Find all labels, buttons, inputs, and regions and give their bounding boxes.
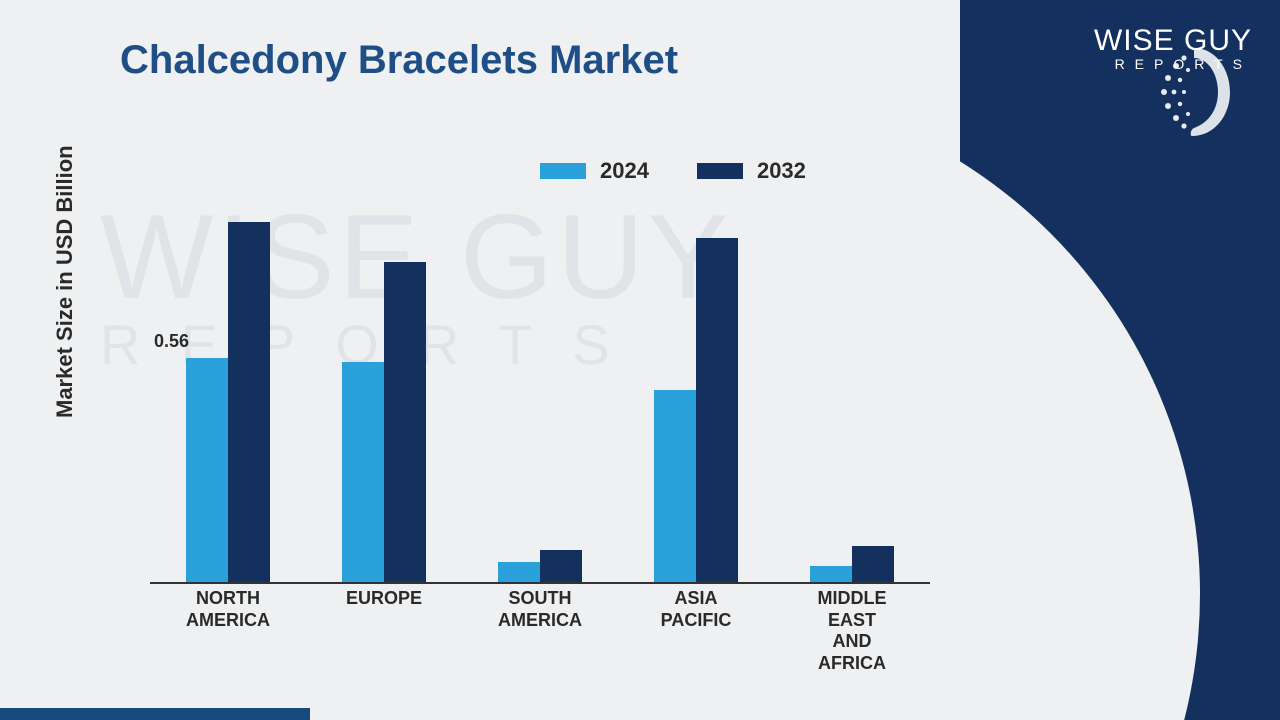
legend-item-2024: 2024 bbox=[540, 158, 649, 184]
legend: 2024 2032 bbox=[540, 158, 806, 184]
bar-2032 bbox=[228, 222, 270, 582]
chart-title: Chalcedony Bracelets Market bbox=[120, 38, 678, 83]
plot-area: 0.56 bbox=[150, 184, 930, 584]
bar-groups: 0.56 bbox=[150, 184, 930, 582]
bar-2032 bbox=[540, 550, 582, 582]
footer-accent-bar bbox=[0, 708, 310, 720]
x-axis-label: MIDDLEEASTANDAFRICA bbox=[784, 588, 920, 674]
bar-2024 bbox=[186, 358, 228, 582]
bar-group: 0.56 bbox=[160, 222, 296, 582]
bar-2024 bbox=[342, 362, 384, 582]
legend-label-2024: 2024 bbox=[600, 158, 649, 184]
chart-frame: WISE GUY REPORTS WISE GUYREPORTS Chalced… bbox=[0, 0, 1280, 720]
x-axis-labels: NORTHAMERICAEUROPESOUTHAMERICAASIAPACIFI… bbox=[150, 588, 930, 674]
y-axis-label: Market Size in USD Billion bbox=[52, 145, 78, 418]
bar-group bbox=[784, 546, 920, 582]
legend-item-2032: 2032 bbox=[697, 158, 806, 184]
legend-label-2032: 2032 bbox=[757, 158, 806, 184]
bar-2032 bbox=[852, 546, 894, 582]
x-axis-label: ASIAPACIFIC bbox=[628, 588, 764, 674]
bar-2024 bbox=[810, 566, 852, 582]
bar-2032 bbox=[384, 262, 426, 582]
legend-swatch-2032 bbox=[697, 163, 743, 179]
bar-group bbox=[316, 262, 452, 582]
legend-swatch-2024 bbox=[540, 163, 586, 179]
bar-group bbox=[628, 238, 764, 582]
chart-area: Market Size in USD Billion 2024 2032 0.5… bbox=[60, 158, 940, 696]
brand-logo: WISE GUY REPORTS bbox=[1094, 24, 1252, 72]
brand-head-icon bbox=[1154, 44, 1234, 140]
bar-group bbox=[472, 550, 608, 582]
bar-2032 bbox=[696, 238, 738, 582]
x-axis-label: NORTHAMERICA bbox=[160, 588, 296, 674]
bar-value-label: 0.56 bbox=[154, 331, 189, 352]
bar-2024 bbox=[498, 562, 540, 582]
x-axis-label: EUROPE bbox=[316, 588, 452, 674]
x-axis-label: SOUTHAMERICA bbox=[472, 588, 608, 674]
bar-2024 bbox=[654, 390, 696, 582]
